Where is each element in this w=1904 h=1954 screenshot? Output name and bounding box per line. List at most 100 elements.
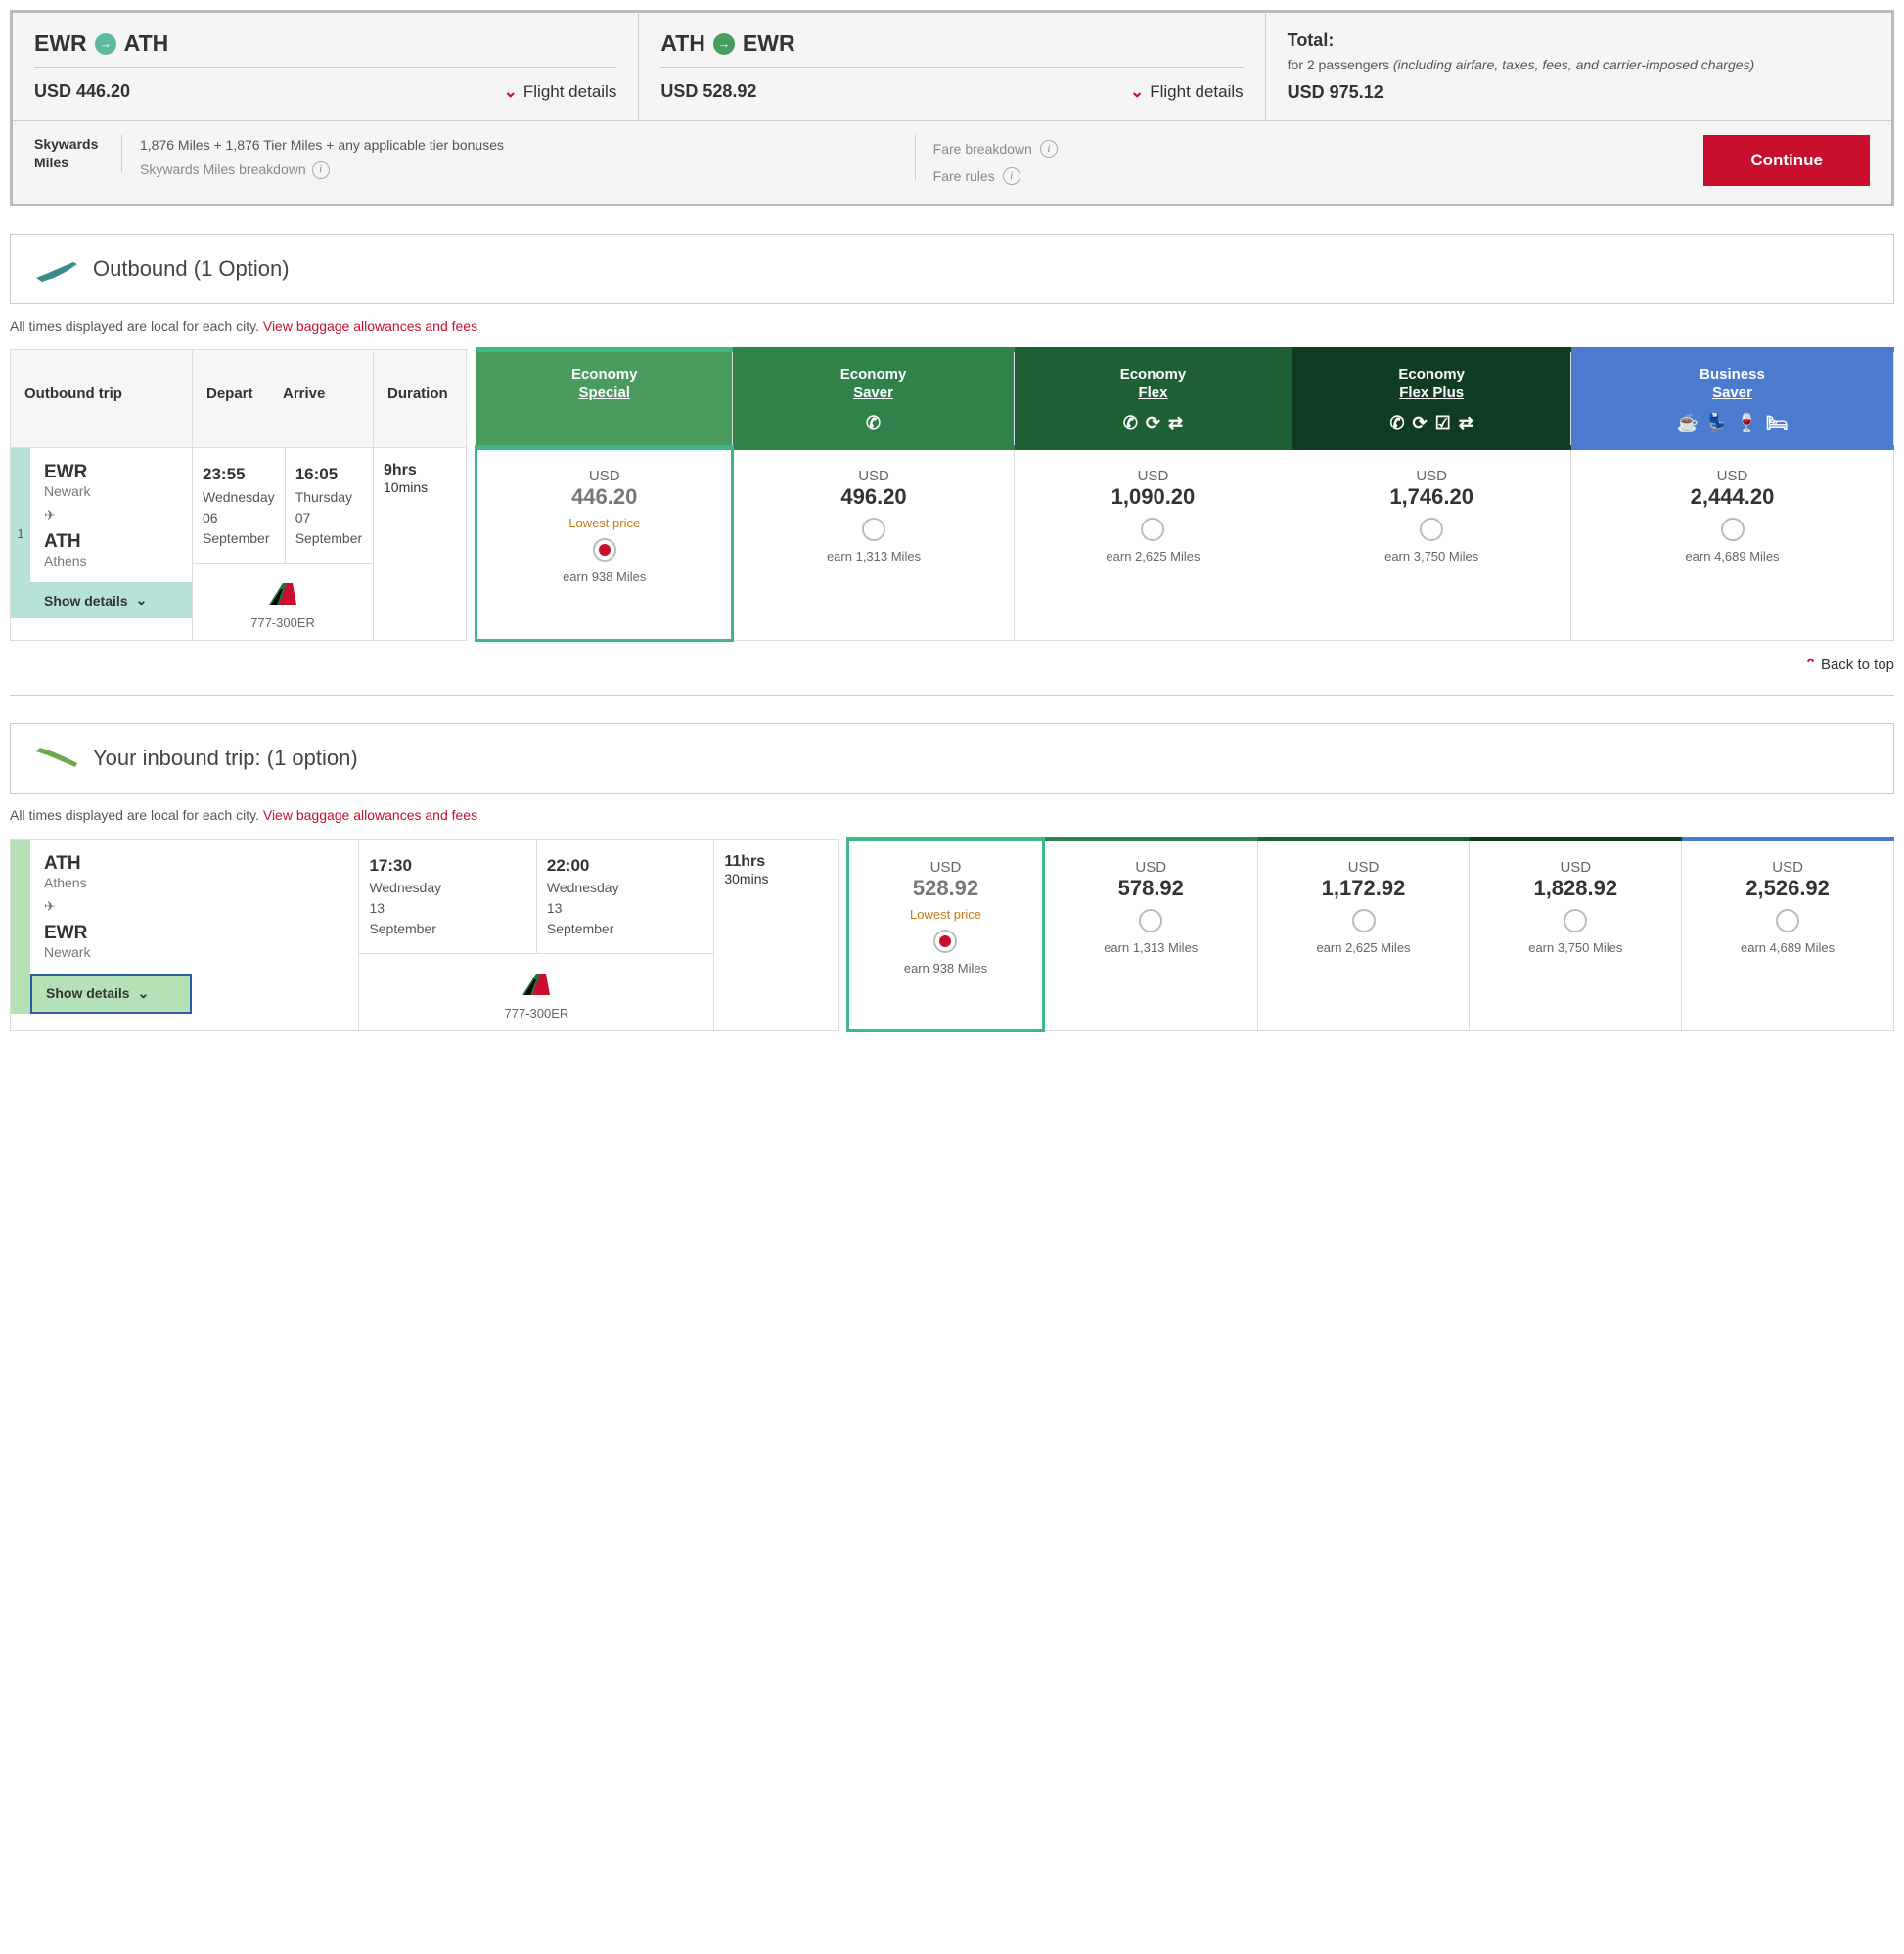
skywards-miles-text: 1,876 Miles + 1,876 Tier Miles + any app…	[140, 135, 916, 180]
swap-icon: ⇄	[1459, 413, 1473, 433]
plane-outbound-icon	[34, 254, 79, 284]
chevron-down-icon: ⌄	[504, 82, 518, 102]
in-price: USD 528.92	[660, 81, 756, 102]
in-from-code: ATH	[660, 30, 705, 57]
continue-button[interactable]: Continue	[1703, 135, 1870, 186]
fare-option-0[interactable]: USD446.20Lowest priceearn 938 Miles	[476, 448, 733, 641]
call-icon: ✆	[866, 413, 881, 433]
fare-radio[interactable]	[1139, 909, 1162, 932]
in-flight-details-toggle[interactable]: ⌄ Flight details	[1130, 82, 1244, 102]
depart-arrive-cell: 23:55Wednesday06September16:05Thursday07…	[193, 448, 374, 641]
seat-icon: 💺	[1706, 413, 1728, 433]
booking-summary: EWR → ATH USD 446.20 ⌄ Flight details AT…	[10, 10, 1894, 206]
swap-icon: ⇄	[1168, 413, 1183, 433]
row-index	[11, 840, 30, 1014]
out-from-code: EWR	[34, 30, 87, 57]
col-depart-arrive: DepartArrive	[193, 350, 374, 448]
fare-radio[interactable]	[862, 518, 885, 541]
miles-breakdown-link[interactable]: Skywards Miles breakdown i	[140, 159, 893, 180]
fare-radio[interactable]	[1564, 909, 1587, 932]
fare-header-saver[interactable]: BusinessSaver☕💺🍷🛏	[1571, 350, 1894, 448]
out-price: USD 446.20	[34, 81, 130, 102]
from-city: Newark	[44, 483, 178, 499]
show-details-toggle[interactable]: Show details ⌄	[30, 582, 192, 618]
baggage-link[interactable]: View baggage allowances and fees	[263, 807, 477, 823]
info-icon: i	[1003, 167, 1020, 185]
fare-option-1[interactable]: USD496.20earn 1,313 Miles	[733, 448, 1014, 641]
to-city: Newark	[44, 944, 178, 960]
to-code: ATH	[44, 531, 178, 553]
inbound-flight-row: ATHAthens✈EWRNewarkShow details ⌄17:30We…	[11, 839, 1894, 1031]
fare-radio[interactable]	[1721, 518, 1745, 541]
outbound-fare-table: Outbound tripDepartArriveDurationEconomy…	[10, 347, 1894, 642]
inbound-section-header: Your inbound trip: (1 option)	[10, 723, 1894, 794]
inbound-fare-table: ATHAthens✈EWRNewarkShow details ⌄17:30We…	[10, 837, 1894, 1033]
fare-option-3[interactable]: USD1,828.92earn 3,750 Miles	[1470, 839, 1682, 1031]
in-to-code: EWR	[743, 30, 795, 57]
local-time-note: All times displayed are local for each c…	[10, 807, 1894, 823]
inbound-leg-summary: ATH → EWR USD 528.92 ⌄ Flight details	[639, 13, 1265, 120]
arrow-right-icon: →	[95, 33, 116, 55]
fare-radio[interactable]	[933, 930, 957, 953]
fare-radio[interactable]	[1352, 909, 1376, 932]
chevron-down-icon: ⌄	[1130, 82, 1144, 102]
inbound-title: Your inbound trip: (1 option)	[93, 746, 358, 771]
chevron-down-icon: ⌄	[136, 592, 148, 609]
plane-inbound-icon	[34, 744, 79, 773]
aircraft-cell: 777-300ER	[359, 953, 713, 1030]
back-to-top-link[interactable]: ⌃ Back to top	[10, 656, 1894, 673]
fare-header-saver[interactable]: EconomySaver✆	[733, 350, 1014, 448]
fare-option-3[interactable]: USD1,746.20earn 3,750 Miles	[1292, 448, 1571, 641]
depart-time: 23:55Wednesday06September	[193, 448, 286, 563]
refresh-icon: ⟳	[1146, 413, 1160, 433]
flat-icon: 🛏	[1766, 413, 1789, 433]
to-code: EWR	[44, 923, 178, 944]
route-cell: 1EWRNewark✈ATHAthensShow details ⌄	[11, 448, 193, 641]
fare-header-special[interactable]: EconomySpecial	[476, 350, 733, 448]
fare-radio[interactable]	[593, 538, 616, 562]
fare-breakdown-link[interactable]: Fare breakdowni	[933, 135, 1687, 162]
baggage-link[interactable]: View baggage allowances and fees	[263, 318, 477, 334]
info-icon: i	[312, 161, 330, 179]
outbound-flight-row: 1EWRNewark✈ATHAthensShow details ⌄23:55W…	[11, 448, 1894, 641]
to-city: Athens	[44, 553, 178, 568]
fare-option-2[interactable]: USD1,172.92earn 2,625 Miles	[1257, 839, 1470, 1031]
fare-option-2[interactable]: USD1,090.20earn 2,625 Miles	[1014, 448, 1292, 641]
fare-header-flex-plus[interactable]: EconomyFlex Plus✆⟳☑⇄	[1292, 350, 1571, 448]
fare-rules-link[interactable]: Fare rulesi	[933, 162, 1687, 190]
total-note: for 2 passengers (including airfare, tax…	[1288, 57, 1870, 72]
connection-icon: ✈	[44, 898, 178, 915]
fare-option-4[interactable]: USD2,444.20earn 4,689 Miles	[1571, 448, 1894, 641]
call-icon: ✆	[1123, 413, 1138, 433]
chevron-down-icon: ⌄	[138, 985, 150, 1002]
outbound-section-header: Outbound (1 Option)	[10, 234, 1894, 304]
call-icon: ✆	[1389, 413, 1404, 433]
from-code: EWR	[44, 462, 178, 483]
fare-option-1[interactable]: USD578.92earn 1,313 Miles	[1043, 839, 1257, 1031]
skywards-miles-label: Skywards Miles	[34, 135, 122, 172]
from-code: ATH	[44, 853, 178, 875]
fare-radio[interactable]	[1420, 518, 1443, 541]
depart-time: 17:30Wednesday13September	[359, 840, 536, 954]
fare-radio[interactable]	[1776, 909, 1799, 932]
fare-radio[interactable]	[1141, 518, 1164, 541]
fare-header-flex[interactable]: EconomyFlex✆⟳⇄	[1014, 350, 1292, 448]
out-to-code: ATH	[124, 30, 169, 57]
fare-option-0[interactable]: USD528.92Lowest priceearn 938 Miles	[848, 839, 1044, 1031]
route-cell: ATHAthens✈EWRNewarkShow details ⌄	[11, 839, 359, 1031]
outbound-title: Outbound (1 Option)	[93, 256, 290, 282]
out-flight-details-toggle[interactable]: ⌄ Flight details	[504, 82, 617, 102]
local-time-note: All times displayed are local for each c…	[10, 318, 1894, 334]
total-summary: Total: for 2 passengers (including airfa…	[1266, 13, 1891, 120]
duration-cell: 9hrs10mins	[374, 448, 467, 641]
show-details-toggle[interactable]: Show details ⌄	[30, 974, 192, 1014]
depart-arrive-cell: 17:30Wednesday13September22:00Wednesday1…	[359, 839, 714, 1031]
fare-links: Fare breakdowni Fare rulesi	[933, 135, 1687, 190]
aircraft-cell: 777-300ER	[193, 563, 373, 640]
arrive-time: 22:00Wednesday13September	[537, 840, 713, 954]
info-icon: i	[1040, 140, 1058, 158]
arrive-time: 16:05Thursday07September	[286, 448, 373, 563]
arrow-right-icon: →	[713, 33, 735, 55]
total-price: USD 975.12	[1288, 82, 1870, 103]
fare-option-4[interactable]: USD2,526.92earn 4,689 Miles	[1682, 839, 1894, 1031]
